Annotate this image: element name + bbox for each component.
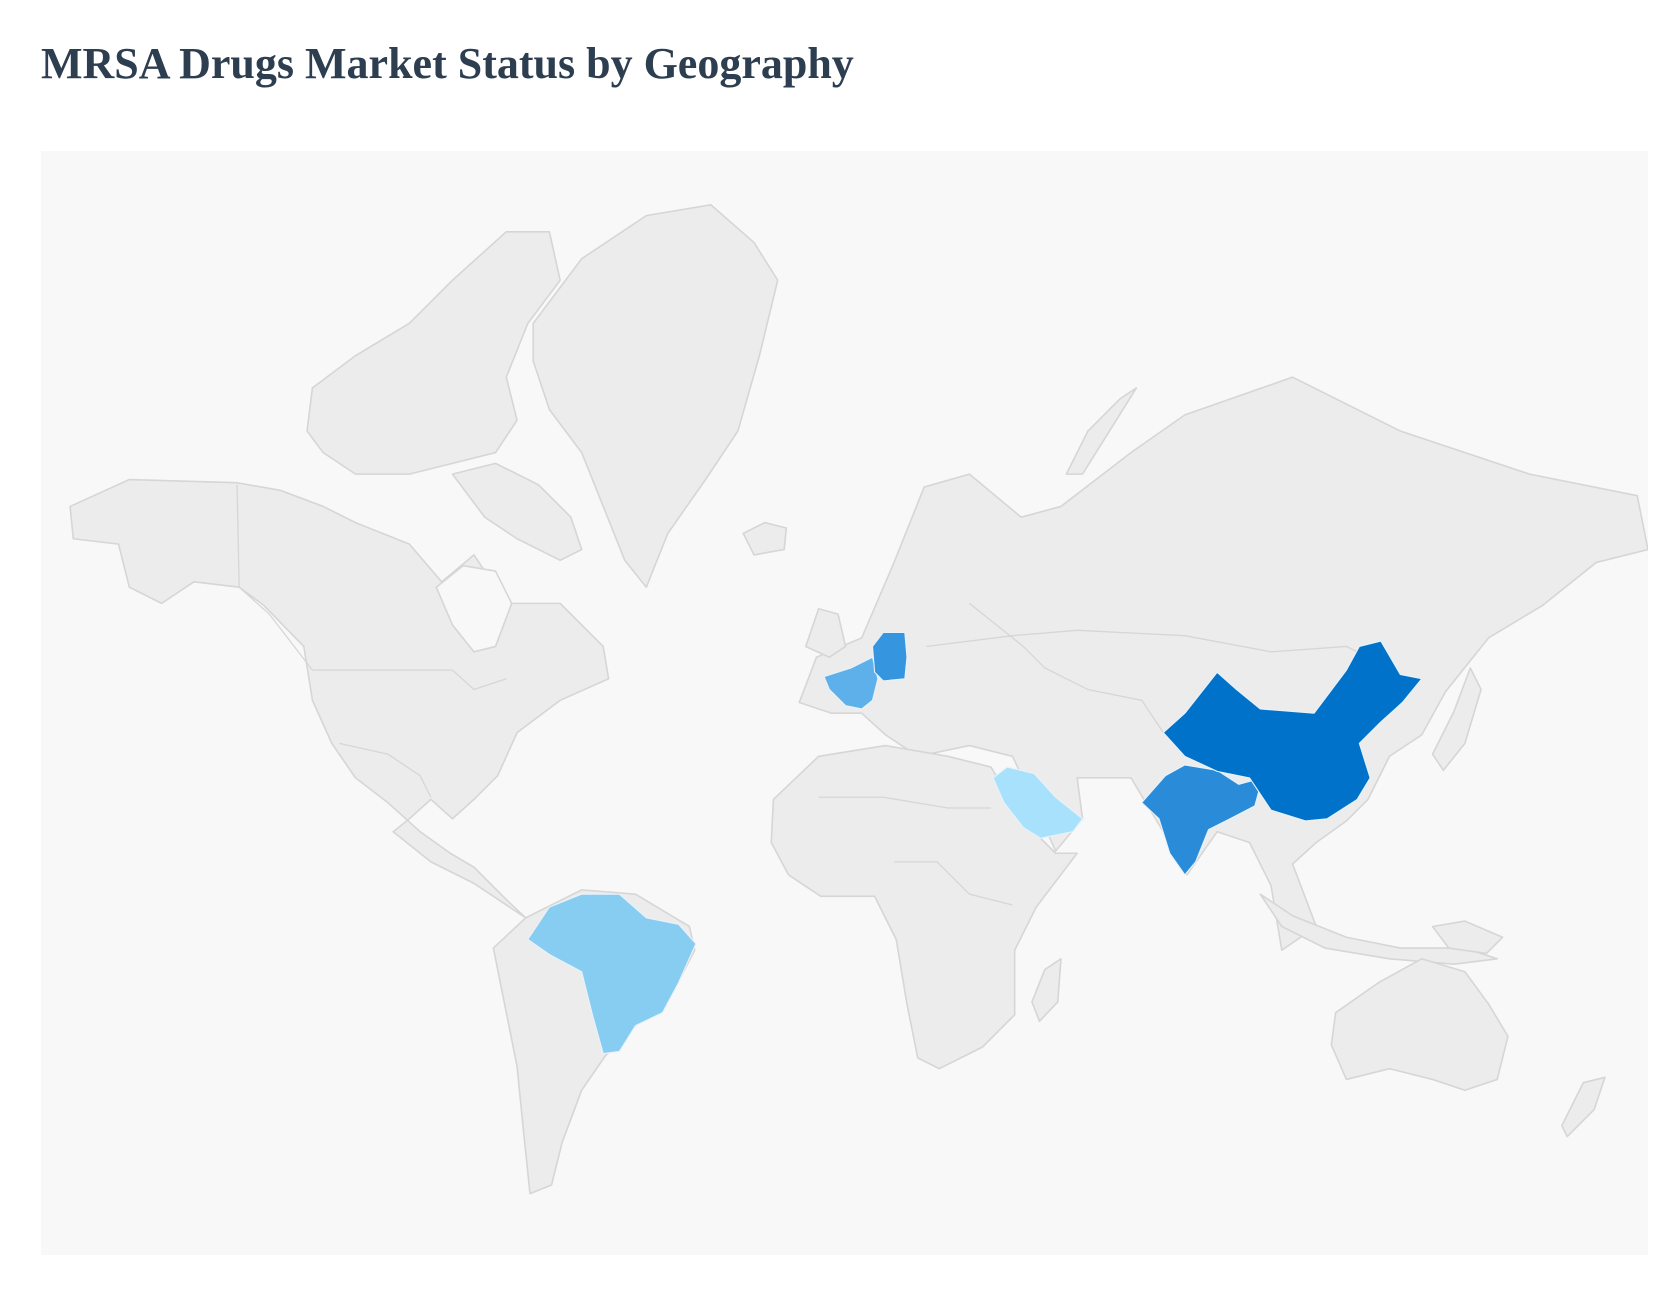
country-france[interactable]	[823, 656, 879, 710]
border-canada-us	[236, 484, 507, 691]
region-great-britain[interactable]	[804, 607, 847, 659]
region-hudson-bay-water	[435, 564, 513, 653]
country-brazil[interactable]	[527, 893, 697, 1055]
region-baffin-island[interactable]	[451, 462, 583, 562]
region-australia[interactable]	[1330, 957, 1509, 1092]
region-north-america[interactable]	[69, 478, 610, 919]
page-title: MRSA Drugs Market Status by Geography	[41, 39, 854, 88]
region-novaya-zemlya[interactable]	[1065, 387, 1138, 475]
region-iceland[interactable]	[742, 521, 788, 556]
region-greenland[interactable]	[532, 204, 779, 589]
region-madagascar[interactable]	[1031, 957, 1062, 1023]
world-map-svg[interactable]	[41, 151, 1648, 1255]
region-indonesia[interactable]	[1259, 893, 1499, 965]
region-japan[interactable]	[1431, 667, 1482, 772]
world-map[interactable]	[41, 151, 1648, 1255]
country-saudi-arabia[interactable]	[992, 766, 1084, 839]
region-new-zealand[interactable]	[1561, 1076, 1606, 1138]
country-india[interactable]	[1141, 764, 1263, 876]
border-europe-asia	[969, 602, 1164, 733]
country-germany[interactable]	[871, 631, 908, 682]
border-russia-south	[926, 629, 1401, 674]
region-new-guinea[interactable]	[1431, 920, 1504, 955]
border-us-mexico	[339, 742, 432, 798]
region-arctic-islands[interactable]	[306, 230, 561, 475]
country-china[interactable]	[1162, 640, 1423, 822]
border-africa-north	[818, 796, 991, 809]
border-africa-central	[894, 861, 1013, 906]
region-africa[interactable]	[770, 744, 1078, 1070]
